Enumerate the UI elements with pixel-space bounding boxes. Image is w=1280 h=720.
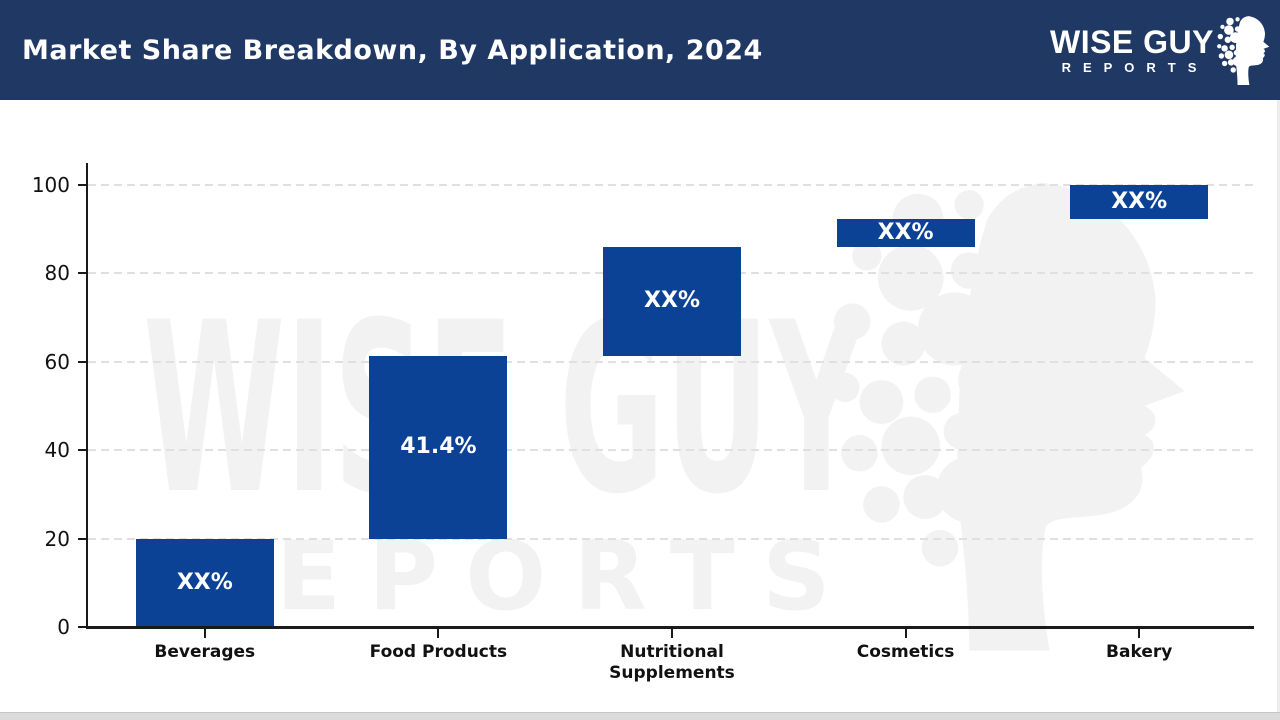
gridline-20 (88, 537, 1256, 540)
bar-bakery: XX% (1070, 185, 1209, 219)
logo-subtitle: REPORTS (1061, 60, 1209, 75)
y-axis-spine (86, 163, 88, 629)
y-axis-tick-label: 100 (31, 173, 70, 198)
bar-label-nutritional-supplements: XX% (644, 288, 700, 314)
y-axis-tick-label: 20 (44, 526, 70, 551)
header-banner: Market Share Breakdown, By Application, … (0, 0, 1280, 100)
y-axis-tick-label: 40 (44, 438, 70, 463)
bar-label-beverages: XX% (176, 569, 233, 595)
x-axis-spine (86, 626, 1254, 629)
y-axis-tick-label: 60 (44, 349, 70, 374)
y-axis-tick-label: 0 (57, 615, 70, 639)
y-axis-tick (78, 626, 88, 628)
category-label-nutritional-supplements: Nutritional Supplements (609, 642, 735, 683)
y-axis-tick (78, 184, 88, 187)
bar-label-cosmetics: XX% (877, 219, 934, 245)
x-axis-category-label: Beverages (88, 642, 322, 663)
category-label-food-products: Food Products (369, 642, 508, 662)
x-axis-category-label: Nutritional Supplements (555, 642, 789, 684)
x-axis-tick (437, 629, 440, 638)
y-axis-tick (78, 360, 88, 363)
page-title: Market Share Breakdown, By Application, … (22, 34, 763, 66)
x-axis-tick (671, 629, 673, 638)
bar-nutritional-supplements: XX% (603, 246, 741, 356)
gridline-60 (88, 360, 1256, 363)
y-axis-tick (78, 449, 88, 452)
logo-head-icon (1217, 16, 1270, 86)
logo-wordmark-block: WISE GUY REPORTS (1050, 26, 1214, 74)
wiseguy-logo: WISE GUY REPORTS (1050, 0, 1272, 100)
x-axis-tick (1138, 629, 1141, 638)
bar-label-food-products: 41.4% (400, 434, 477, 460)
watermark-subtitle: REPORTS (176, 522, 831, 632)
gridline-100 (88, 184, 1256, 187)
x-axis-tick (904, 629, 907, 638)
x-axis-tick (203, 629, 206, 638)
bar-label-bakery: XX% (1111, 188, 1168, 214)
gridline-40 (88, 449, 1256, 452)
footer-strip (0, 712, 1280, 720)
bar-cosmetics: XX% (836, 218, 975, 247)
y-axis-tick-label: 80 (44, 261, 70, 286)
bar-food-products: 41.4% (369, 355, 508, 539)
y-axis-tick (78, 272, 88, 275)
category-label-cosmetics: Cosmetics (856, 642, 955, 662)
category-label-bakery: Bakery (1106, 642, 1173, 662)
x-axis-category-label: Bakery (1022, 642, 1256, 663)
category-label-beverages: Beverages (154, 642, 256, 662)
x-axis-category-label: Food Products (322, 642, 556, 663)
plot-area: WISE GUY REPORTS 020406080100XX%Beverage… (32, 163, 1256, 683)
logo-wordmark: WISE GUY (1049, 24, 1214, 60)
x-axis-category-label: Cosmetics (789, 642, 1023, 663)
y-axis-tick (78, 537, 88, 540)
bar-beverages: XX% (135, 538, 274, 627)
